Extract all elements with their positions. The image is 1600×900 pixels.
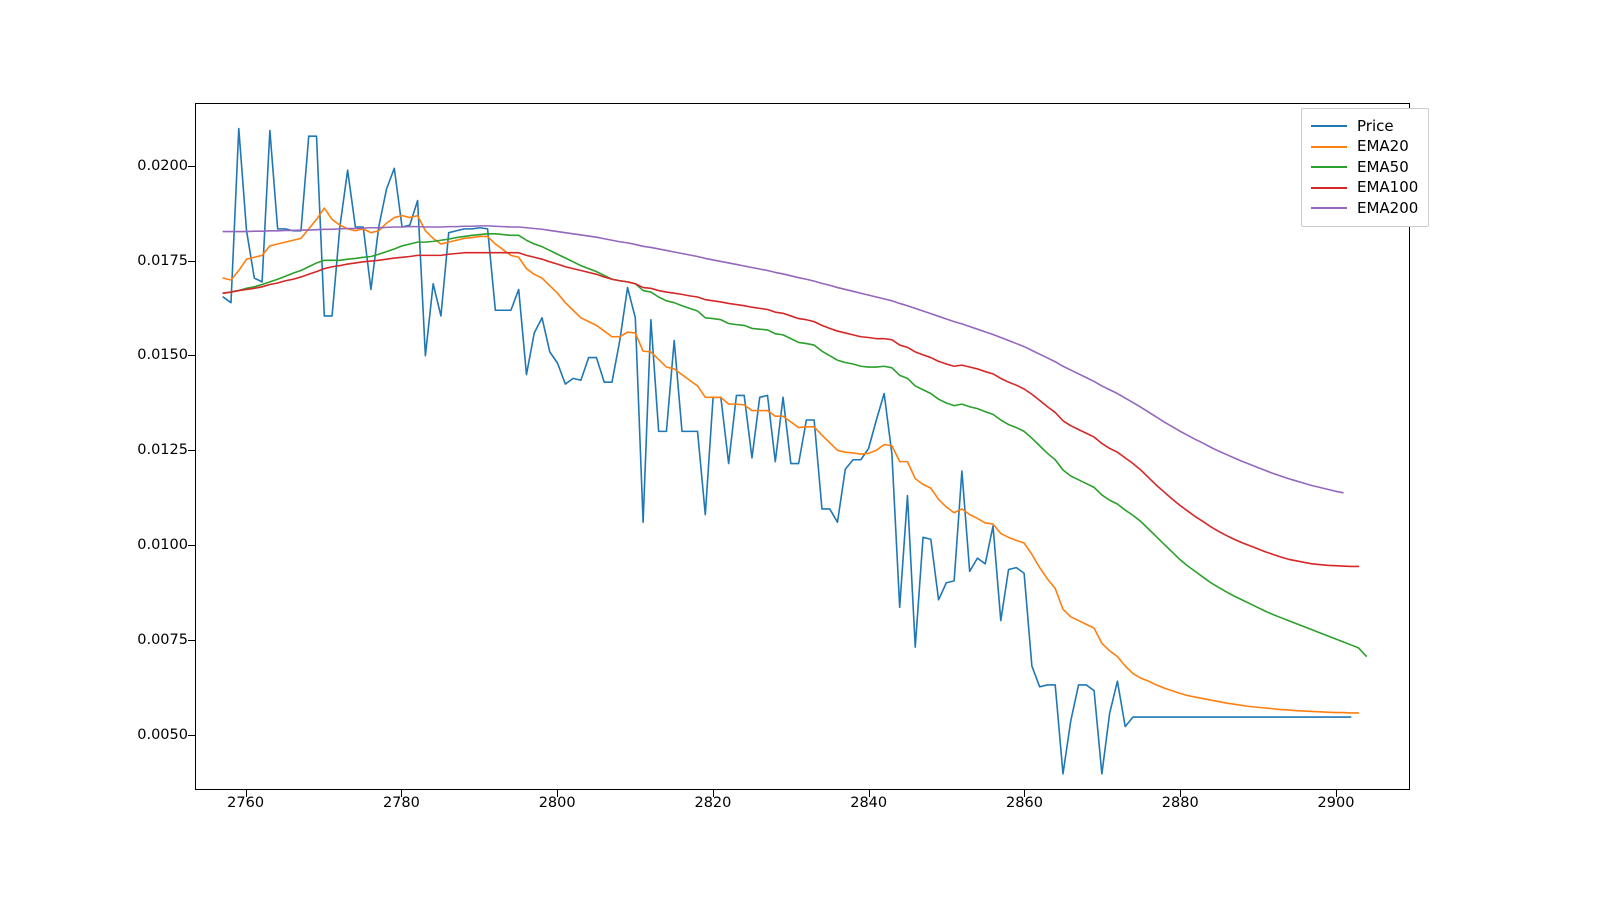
series-line-ema20 (223, 208, 1358, 713)
y-tick-label: 0.0175 (137, 252, 188, 269)
y-tick-mark (188, 355, 195, 357)
y-tick-mark (188, 260, 195, 262)
x-tick-label: 2760 (227, 795, 265, 811)
y-tick-label: 0.0150 (137, 347, 188, 364)
legend-label: EMA50 (1357, 157, 1409, 176)
x-tick-mark (1024, 790, 1026, 797)
x-tick-mark (245, 790, 247, 797)
x-tick-mark (557, 790, 559, 797)
x-tick-label: 2900 (1317, 795, 1355, 811)
legend-swatch-icon (1311, 145, 1347, 148)
legend-swatch-icon (1311, 125, 1347, 128)
x-tick-label: 2820 (694, 795, 732, 811)
y-tick-mark (188, 165, 195, 167)
y-tick-label: 0.0075 (137, 632, 188, 649)
x-tick-label: 2840 (850, 795, 888, 811)
legend-swatch-icon (1311, 207, 1347, 210)
x-tick-mark (1180, 790, 1182, 797)
legend-swatch-icon (1311, 166, 1347, 169)
legend-item-ema200[interactable]: EMA200 (1311, 198, 1418, 219)
x-tick-label: 2780 (382, 795, 420, 811)
legend-item-ema20[interactable]: EMA20 (1311, 137, 1418, 158)
legend-item-ema50[interactable]: EMA50 (1311, 157, 1418, 178)
chart-legend: Price EMA20 EMA50 EMA100 EMA200 (1301, 108, 1430, 227)
x-tick-label: 2800 (538, 795, 576, 811)
y-tick-mark (188, 734, 195, 736)
y-tick-mark (188, 545, 195, 547)
plot-area (195, 103, 1410, 790)
legend-item-ema100[interactable]: EMA100 (1311, 178, 1418, 199)
x-tick-mark (1336, 790, 1337, 797)
series-line-price (223, 129, 1350, 774)
series-line-ema100 (223, 253, 1358, 567)
legend-item-price[interactable]: Price (1311, 116, 1418, 137)
y-tick-label: 0.0200 (137, 157, 188, 174)
legend-label: EMA100 (1357, 178, 1419, 197)
legend-label: EMA200 (1357, 198, 1419, 217)
legend-label: Price (1357, 116, 1394, 135)
legend-swatch-icon (1311, 186, 1347, 189)
x-tick-label: 2880 (1161, 795, 1199, 811)
y-tick-label: 0.0050 (137, 726, 188, 743)
y-tick-label: 0.0100 (137, 537, 188, 554)
x-tick-mark (712, 790, 714, 797)
y-tick-mark (188, 450, 195, 452)
legend-label: EMA20 (1357, 137, 1409, 156)
x-tick-label: 2860 (1006, 795, 1043, 811)
series-line-ema50 (223, 234, 1366, 656)
y-tick-mark (188, 640, 195, 642)
x-tick-mark (401, 790, 403, 797)
x-tick-mark (868, 790, 870, 797)
series-canvas (196, 104, 1409, 789)
y-tick-label: 0.0125 (137, 442, 188, 459)
series-line-ema200 (223, 226, 1343, 493)
